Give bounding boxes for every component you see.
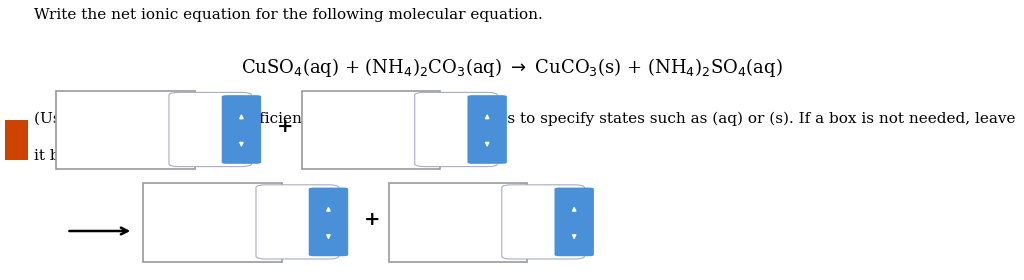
Text: CuSO$_4$(aq) + (NH$_4$)$_2$CO$_3$(aq) $\rightarrow$ CuCO$_3$(s) + (NH$_4$)$_2$SO: CuSO$_4$(aq) + (NH$_4$)$_2$CO$_3$(aq) $\…	[241, 56, 783, 79]
FancyBboxPatch shape	[309, 188, 348, 256]
FancyBboxPatch shape	[256, 185, 339, 259]
FancyBboxPatch shape	[467, 95, 507, 164]
FancyBboxPatch shape	[5, 120, 28, 160]
Text: (Use the lowest possible coefficients. Use the pull-down boxes to specify states: (Use the lowest possible coefficients. U…	[34, 112, 1015, 126]
Text: +: +	[276, 118, 293, 136]
FancyBboxPatch shape	[169, 92, 252, 167]
FancyBboxPatch shape	[143, 183, 282, 262]
FancyBboxPatch shape	[415, 92, 498, 167]
FancyBboxPatch shape	[302, 91, 440, 169]
Text: it blank.): it blank.)	[34, 148, 103, 162]
Text: Write the net ionic equation for the following molecular equation.: Write the net ionic equation for the fol…	[34, 8, 543, 22]
FancyBboxPatch shape	[389, 183, 527, 262]
FancyBboxPatch shape	[555, 188, 594, 256]
FancyBboxPatch shape	[56, 91, 195, 169]
FancyBboxPatch shape	[502, 185, 585, 259]
FancyBboxPatch shape	[221, 95, 261, 164]
Text: +: +	[364, 211, 380, 229]
